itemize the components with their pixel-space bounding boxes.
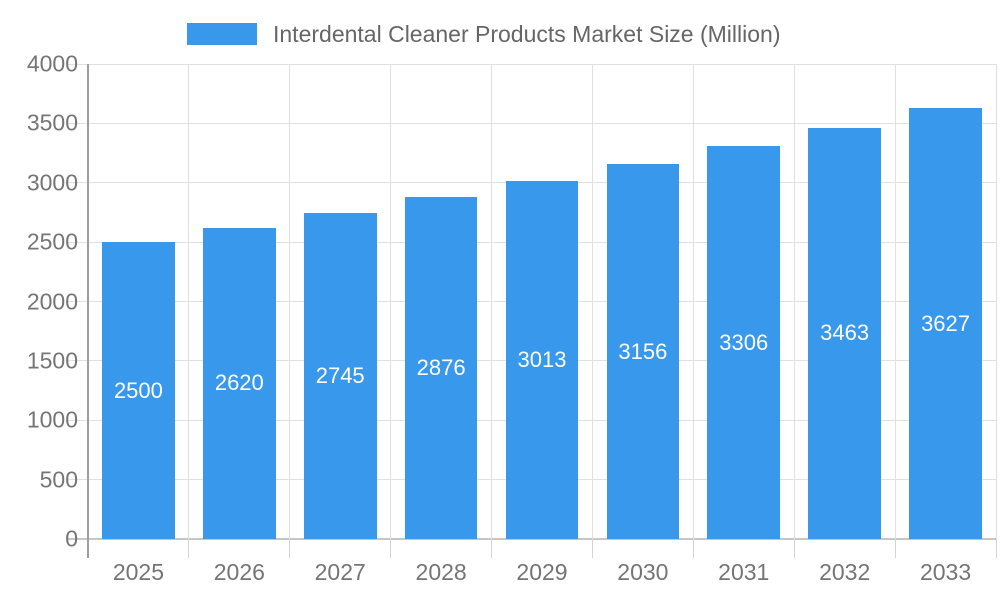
x-gridline xyxy=(692,64,694,539)
y-axis-tick-label: 500 xyxy=(39,466,78,493)
y-gridline xyxy=(68,538,996,540)
bar-value-label: 3627 xyxy=(921,310,971,336)
bar-value-label: 2620 xyxy=(214,370,264,396)
y-axis-tick-label: 0 xyxy=(65,525,78,552)
y-gridline xyxy=(68,122,996,124)
x-axis-tick xyxy=(188,539,190,558)
x-axis-tick xyxy=(995,539,997,558)
bar[interactable]: 2876 xyxy=(404,197,478,539)
bar-value-label: 3013 xyxy=(517,347,567,373)
y-axis-tick-label: 3000 xyxy=(26,169,78,196)
bar-value-label: 3156 xyxy=(618,338,668,364)
x-axis-tick xyxy=(793,539,795,558)
y-axis-tick-label: 4000 xyxy=(26,50,78,77)
bar[interactable]: 2620 xyxy=(203,227,276,539)
bar[interactable]: 3156 xyxy=(606,164,680,539)
legend-swatch-icon xyxy=(187,23,257,45)
y-axis-tick-label: 2000 xyxy=(26,288,78,314)
x-axis-tick xyxy=(692,539,694,558)
x-axis-tick-label: 2030 xyxy=(617,559,669,585)
bar[interactable]: 3463 xyxy=(808,127,881,539)
x-axis-tick-label: 2026 xyxy=(213,559,265,585)
x-axis-tick-label: 2029 xyxy=(516,559,568,585)
x-axis-tick-label: 2032 xyxy=(819,559,871,585)
bar[interactable]: 2500 xyxy=(102,242,175,539)
x-gridline xyxy=(188,64,190,539)
bar[interactable]: 3306 xyxy=(707,146,781,539)
x-axis-tick xyxy=(894,539,896,558)
x-gridline xyxy=(390,64,392,539)
x-axis-tick-label: 2027 xyxy=(314,559,366,585)
x-axis-tick xyxy=(390,539,392,558)
bar-value-label: 3463 xyxy=(820,320,870,346)
bar-value-label: 2500 xyxy=(113,377,163,403)
y-axis-tick-label: 2500 xyxy=(26,228,78,255)
x-gridline xyxy=(793,64,795,539)
legend-label: Interdental Cleaner Products Market Size… xyxy=(273,20,781,47)
x-axis-tick-label: 2033 xyxy=(919,559,972,585)
x-axis-tick xyxy=(491,539,493,558)
x-axis-tick xyxy=(591,539,593,558)
bar-value-label: 2876 xyxy=(416,355,466,381)
bar[interactable]: 3013 xyxy=(505,181,579,539)
y-axis-line xyxy=(87,64,89,558)
y-axis-tick-label: 3500 xyxy=(26,109,78,136)
x-axis-tick xyxy=(289,539,291,558)
bar[interactable]: 3627 xyxy=(909,108,982,539)
x-axis-tick-label: 2031 xyxy=(718,559,770,585)
bar-value-label: 3306 xyxy=(719,329,769,355)
x-axis-tick-label: 2025 xyxy=(112,559,165,585)
y-axis-tick-label: 1000 xyxy=(26,406,78,433)
x-gridline xyxy=(995,64,997,539)
y-gridline xyxy=(68,63,996,65)
x-gridline xyxy=(591,64,593,539)
x-gridline xyxy=(491,64,493,539)
bar[interactable]: 2745 xyxy=(303,213,377,539)
x-gridline xyxy=(894,64,896,539)
x-gridline xyxy=(289,64,291,539)
x-axis-tick-label: 2028 xyxy=(415,559,467,585)
y-axis-tick-label: 1500 xyxy=(26,347,78,374)
bar-value-label: 2745 xyxy=(315,363,365,389)
chart-legend[interactable]: Interdental Cleaner Products Market Size… xyxy=(187,20,780,48)
